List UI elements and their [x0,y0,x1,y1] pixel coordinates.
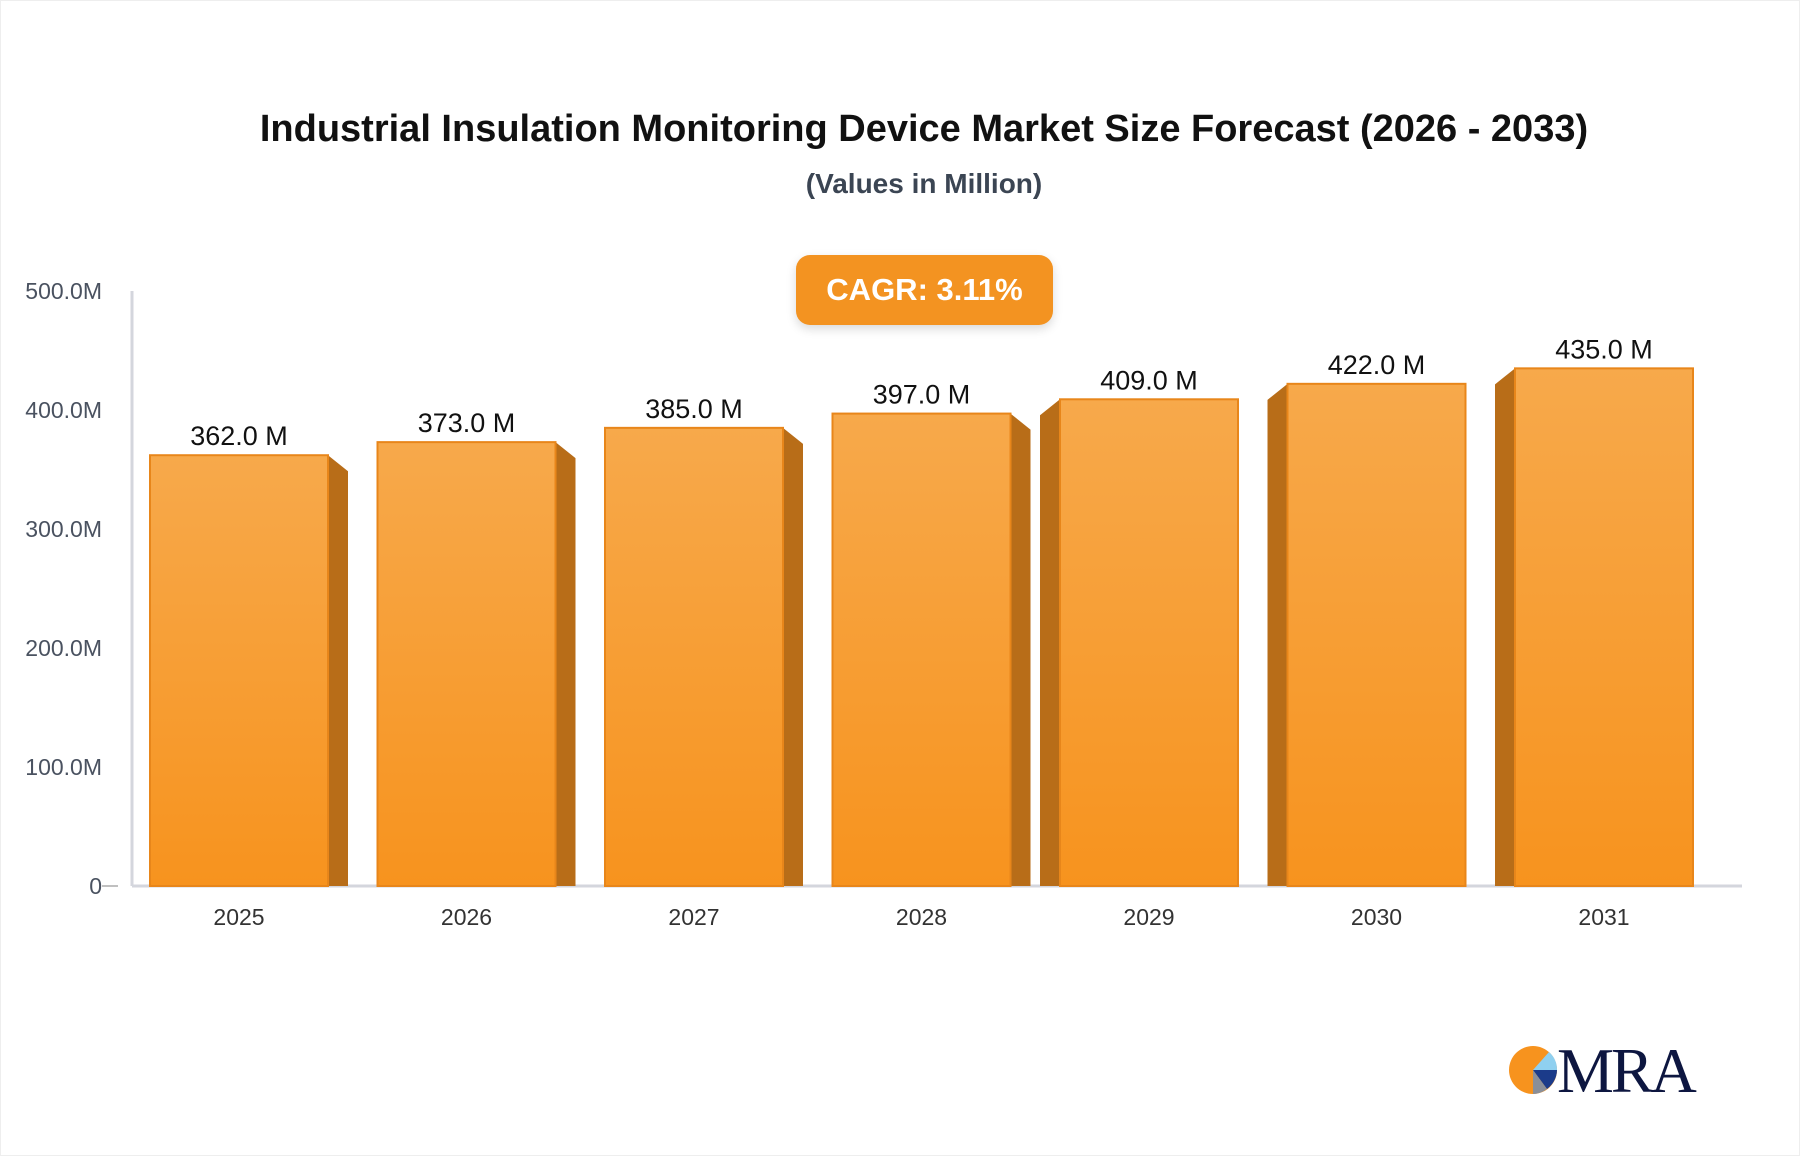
bar [149,454,329,887]
bar-side [555,442,576,886]
bar [1286,382,1467,887]
chart-subtitle: (Values in Million) [805,168,1043,199]
bar-2028: 397.0 M 2028 [831,380,1031,930]
logo-text: MRA [1557,1035,1697,1106]
y-tick-label: 200.0M [25,635,102,661]
bar [1059,398,1239,887]
x-tick-label: 2031 [1578,904,1629,930]
bar-2025: 362.0 M 2025 [149,421,348,930]
data-label: 362.0 M [190,421,288,451]
x-tick-label: 2030 [1351,904,1402,930]
data-label: 373.0 M [418,408,516,438]
bar-side [1010,413,1031,886]
bar-2030: 422.0 M 2030 [1267,350,1467,930]
data-label: 435.0 M [1555,334,1653,364]
data-label: 385.0 M [645,394,743,424]
y-tick-label: 400.0M [25,397,102,423]
bar [1514,367,1694,888]
bar [831,412,1012,887]
x-tick-label: 2026 [441,904,492,930]
x-tick-label: 2025 [213,904,264,930]
y-tick-label: 100.0M [25,754,102,780]
data-label: 409.0 M [1100,365,1198,395]
bar-2031: 435.0 M 2031 [1495,334,1694,930]
bar-2026: 373.0 M 2026 [376,408,576,930]
cagr-badge: CAGR: 3.11% [796,255,1053,325]
mra-logo: MRA [1505,1035,1697,1106]
chart-title: Industrial Insulation Monitoring Device … [259,108,1589,150]
x-tick-label: 2029 [1123,904,1174,930]
bar-side [1495,368,1515,887]
y-tick-label: 0 [89,873,102,899]
y-tick-label: 500.0M [25,278,102,304]
bar [604,426,784,887]
bar-2027: 385.0 M 2027 [604,394,803,930]
pie-logo-icon [1509,1046,1558,1094]
bar-side [328,455,348,886]
data-label: 397.0 M [873,380,971,410]
bar-side [1267,383,1288,886]
data-label: 422.0 M [1328,350,1426,380]
bar-2029: 409.0 M 2029 [1040,365,1239,930]
bar-side [783,427,803,886]
x-tick-label: 2028 [896,904,947,930]
x-tick-label: 2027 [668,904,719,930]
y-tick-label: 300.0M [25,516,102,542]
bar [376,441,557,887]
bar-side [1040,399,1060,886]
